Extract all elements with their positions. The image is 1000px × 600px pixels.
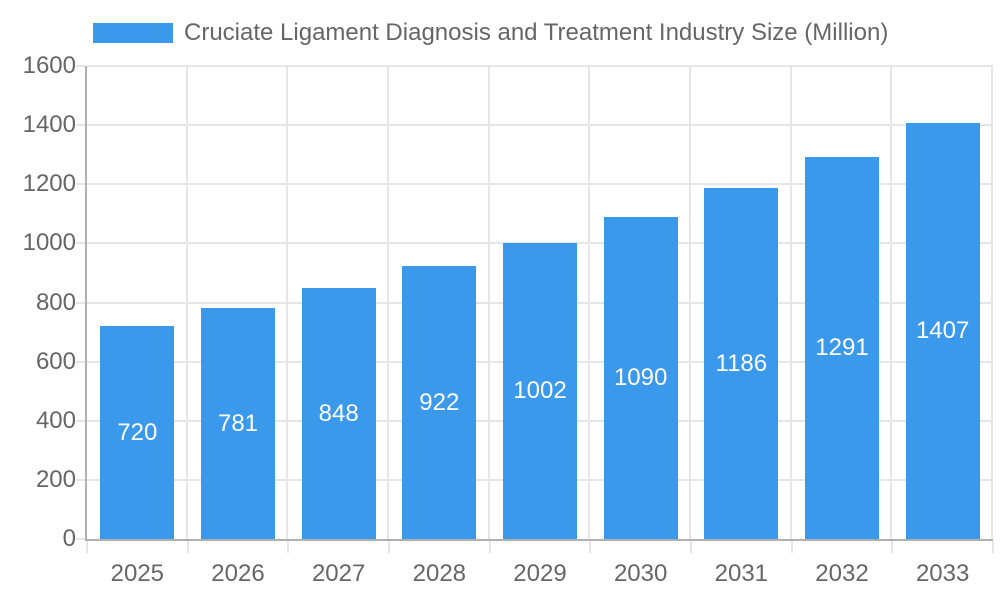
y-axis-tick [76,301,85,304]
x-axis-tick [589,541,592,553]
x-axis-line [85,539,993,541]
y-axis-label: 200 [35,465,76,493]
bar-value-label: 1186 [715,349,768,377]
bar-value-label: 1090 [613,363,668,391]
y-axis-tick [76,124,85,127]
y-axis-label: 400 [35,406,76,434]
grid-line-h [87,124,993,127]
plot-area: 0 200 400 600 800 1000 1200 1400 1600 720 2025 781 2… [23,52,994,587]
bar-value-label: 922 [419,388,460,416]
y-axis-tick [76,242,85,245]
x-axis-label: 2031 [714,560,769,587]
y-axis-tick [76,538,85,540]
x-axis-label: 2030 [613,560,668,587]
grid-line-v [890,66,893,539]
y-axis-line [85,66,87,541]
x-axis-tick [690,541,692,553]
y-axis-label: 1400 [22,111,76,139]
bar-value-label: 1407 [915,317,970,345]
grid-line-h [87,65,993,67]
x-axis-label: 2029 [513,560,567,587]
bar[interactable]: 1090 [603,216,678,539]
y-axis-tick [76,183,85,186]
x-axis-label: 2026 [211,560,265,587]
bar-value-label: 1291 [815,334,869,362]
y-axis-label: 1000 [22,229,76,257]
grid-line-v [487,66,490,539]
y-axis-tick [76,65,85,67]
grid-line-v [991,66,993,539]
bar[interactable]: 1291 [805,157,879,539]
x-axis-tick [891,541,894,553]
legend-label: Cruciate Ligament Diagnosis and Treatmen… [184,19,889,46]
x-axis-label: 2032 [815,560,869,587]
y-axis-label: 1200 [22,170,76,198]
bar-value-label: 848 [318,399,359,427]
bar[interactable]: 848 [301,288,376,539]
x-axis-label: 2025 [110,560,165,587]
bar[interactable]: 922 [402,266,477,539]
x-axis-tick [790,541,793,553]
bar[interactable]: 1407 [905,123,980,539]
x-axis-label: 2033 [915,560,970,587]
grid-line-h [87,183,993,186]
x-axis-tick [86,541,88,553]
y-axis-label: 0 [62,525,76,552]
bar-value-label: 720 [117,418,158,446]
bar-value-label: 781 [217,409,259,437]
grid-line-v [286,66,289,539]
y-axis-label: 600 [35,347,76,375]
grid-line-v [789,66,792,539]
bar[interactable]: 1186 [704,188,779,539]
x-axis-label: 2028 [412,560,467,587]
bar[interactable]: 720 [100,326,175,539]
bar[interactable]: 781 [201,308,275,539]
y-axis-label: 1600 [22,52,76,79]
y-axis-tick [76,360,85,363]
grid-line-v [185,66,188,539]
bar[interactable]: 1002 [503,242,577,539]
x-axis-tick [186,541,189,553]
x-axis-tick [287,541,290,553]
bar-value-label: 1002 [513,376,567,404]
legend-swatch [93,23,173,43]
legend-item[interactable]: Cruciate Ligament Diagnosis and Treatmen… [93,21,888,45]
x-axis-label: 2027 [311,560,366,587]
y-axis-tick [76,478,85,481]
grid-line-v [689,66,691,539]
x-axis-tick [992,541,994,553]
x-axis-tick [388,541,390,553]
x-axis-tick [488,541,491,553]
y-axis-label: 800 [35,288,76,316]
y-axis-tick [76,419,85,422]
grid-line-v [588,66,591,539]
grid-line-v [387,66,389,539]
